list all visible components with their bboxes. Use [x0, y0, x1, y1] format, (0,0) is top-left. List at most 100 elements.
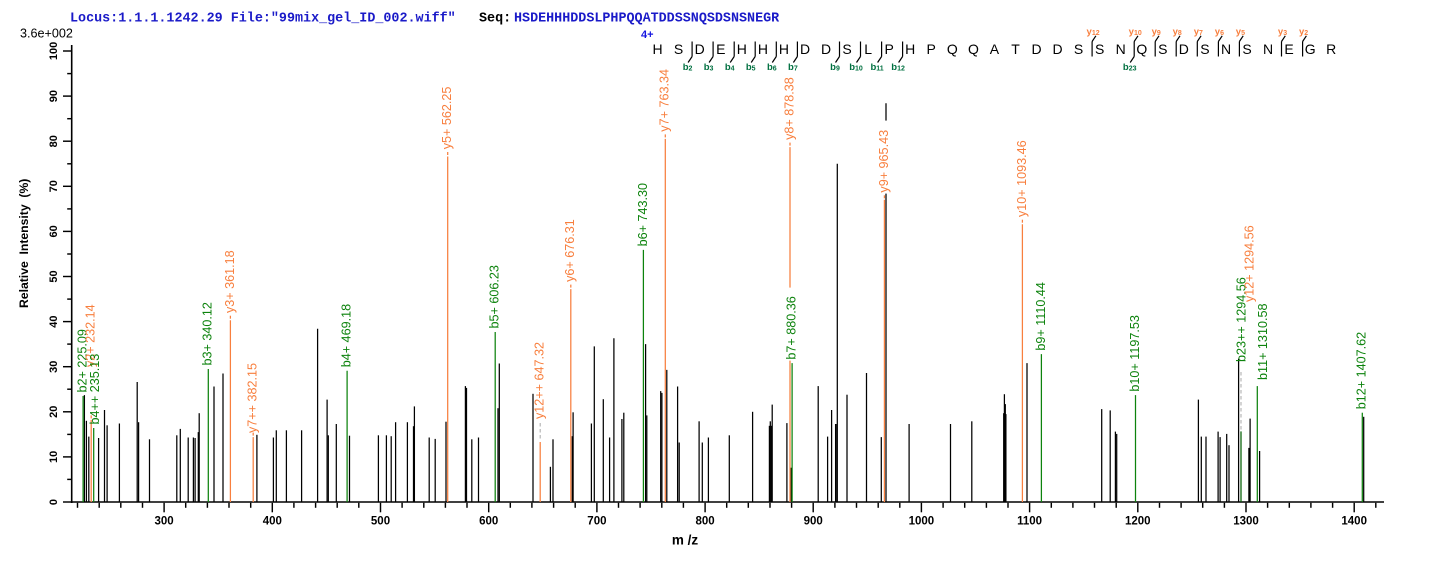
svg-text:H: H: [758, 41, 768, 57]
svg-text:b23: b23: [1123, 62, 1137, 73]
svg-text:400: 400: [263, 516, 282, 528]
svg-text:10: 10: [48, 451, 60, 463]
svg-text:y3: y3: [1278, 27, 1287, 38]
svg-text:N: N: [1221, 41, 1231, 57]
svg-text:b5+ 606.23: b5+ 606.23: [488, 265, 502, 328]
svg-text:H: H: [653, 41, 663, 57]
svg-text:Seq:: Seq:: [479, 12, 511, 27]
svg-text:H: H: [905, 41, 915, 57]
svg-text:Relative Intensity (%): Relative Intensity (%): [17, 179, 31, 308]
svg-text:b11+ 1310.58: b11+ 1310.58: [1256, 304, 1270, 380]
svg-text:y5: y5: [1236, 27, 1245, 38]
svg-text:y7++ 382.15: y7++ 382.15: [246, 363, 260, 433]
svg-text:b4++ 235.13: b4++ 235.13: [88, 354, 102, 425]
svg-text:y12++ 647.32: y12++ 647.32: [533, 342, 547, 419]
svg-text:S: S: [1095, 41, 1104, 57]
svg-text:y9: y9: [1152, 27, 1161, 38]
svg-text:D: D: [1031, 41, 1041, 57]
svg-text:b3: b3: [704, 62, 714, 73]
svg-text:b4+ 469.18: b4+ 469.18: [340, 304, 354, 367]
svg-text:90: 90: [48, 90, 60, 102]
svg-text:500: 500: [371, 516, 390, 528]
svg-text:H: H: [737, 41, 747, 57]
svg-text:Locus:1.1.1.1242.29 File:"99mi: Locus:1.1.1.1242.29 File:"99mix_gel_ID_0…: [70, 12, 456, 27]
svg-text:y9+ 965.43: y9+ 965.43: [877, 130, 891, 193]
svg-text:700: 700: [587, 516, 606, 528]
svg-text:S: S: [842, 41, 851, 57]
svg-text:b7+ 880.36: b7+ 880.36: [785, 296, 799, 359]
svg-text:y10+ 1093.46: y10+ 1093.46: [1015, 140, 1029, 217]
svg-text:b9+ 1110.44: b9+ 1110.44: [1034, 282, 1048, 351]
svg-text:S: S: [1074, 41, 1083, 57]
svg-text:T: T: [1011, 41, 1020, 57]
svg-text:3.6e+002: 3.6e+002: [20, 27, 73, 41]
svg-text:y7: y7: [1194, 27, 1203, 38]
svg-text:800: 800: [696, 516, 715, 528]
svg-text:D: D: [1052, 41, 1062, 57]
svg-text:y5+ 562.25: y5+ 562.25: [440, 87, 454, 150]
svg-text:b12+ 1407.62: b12+ 1407.62: [1355, 332, 1369, 409]
svg-text:N: N: [1116, 41, 1126, 57]
svg-text:S: S: [674, 41, 683, 57]
svg-text:40: 40: [48, 315, 60, 327]
svg-text:y6: y6: [1215, 27, 1224, 38]
svg-text:b12: b12: [891, 62, 905, 73]
svg-text:y3+ 361.18: y3+ 361.18: [223, 250, 237, 313]
svg-text:P: P: [927, 41, 936, 57]
svg-text:80: 80: [48, 135, 60, 147]
svg-text:70: 70: [48, 180, 60, 192]
svg-text:100: 100: [48, 42, 60, 60]
svg-text:S: S: [1242, 41, 1251, 57]
svg-text:1000: 1000: [909, 516, 935, 528]
svg-text:S: S: [1158, 41, 1167, 57]
svg-text:b10: b10: [849, 62, 863, 73]
svg-text:1300: 1300: [1233, 516, 1259, 528]
svg-text:D: D: [821, 41, 831, 57]
svg-text:1100: 1100: [1017, 516, 1042, 528]
svg-text:y2: y2: [1299, 27, 1308, 38]
svg-text:y8+ 878.38: y8+ 878.38: [782, 77, 796, 140]
svg-text:1200: 1200: [1125, 516, 1151, 528]
svg-text:b10+ 1197.53: b10+ 1197.53: [1128, 315, 1142, 391]
svg-text:600: 600: [479, 516, 498, 528]
svg-text:b6: b6: [767, 62, 777, 73]
svg-text:300: 300: [155, 516, 174, 528]
svg-text:b7: b7: [788, 62, 798, 73]
svg-text:E: E: [1284, 41, 1293, 57]
svg-text:R: R: [1326, 41, 1336, 57]
svg-text:y6+ 676.31: y6+ 676.31: [563, 219, 577, 282]
svg-text:30: 30: [48, 361, 60, 373]
svg-text:G: G: [1305, 41, 1316, 57]
svg-text:y10: y10: [1129, 27, 1142, 38]
svg-text:D: D: [695, 41, 705, 57]
svg-text:b2: b2: [683, 62, 693, 73]
svg-text:b2+ 225.09: b2+ 225.09: [76, 329, 90, 392]
svg-text:b23++ 1294.56: b23++ 1294.56: [1235, 277, 1249, 362]
svg-text:Q: Q: [968, 41, 979, 57]
svg-text:b4: b4: [725, 62, 735, 73]
svg-text:E: E: [716, 41, 725, 57]
svg-text:S: S: [1200, 41, 1209, 57]
svg-text:H: H: [779, 41, 789, 57]
svg-text:HSDEHHHDDSLPHPQQATDDSSNQSDSNSN: HSDEHHHDDSLPHPQQATDDSSNQSDSNSNEGR: [514, 12, 780, 27]
svg-text:y12+ 1294.56: y12+ 1294.56: [1242, 225, 1256, 302]
svg-text:b6+ 743.30: b6+ 743.30: [636, 183, 650, 246]
svg-text:y12: y12: [1087, 27, 1100, 38]
svg-text:b9: b9: [830, 62, 840, 73]
svg-text:20: 20: [48, 406, 60, 418]
svg-text:y8: y8: [1173, 27, 1182, 38]
svg-text:y2+ 232.14: y2+ 232.14: [84, 304, 98, 367]
svg-text:D: D: [1179, 41, 1189, 57]
svg-text:0: 0: [48, 499, 60, 505]
svg-text:L: L: [864, 41, 872, 57]
svg-text:y7+ 763.34: y7+ 763.34: [658, 69, 672, 132]
svg-text:b3+ 340.12: b3+ 340.12: [201, 302, 215, 365]
svg-text:1400: 1400: [1341, 516, 1367, 528]
svg-text:m /z: m /z: [672, 533, 699, 548]
svg-text:D: D: [800, 41, 810, 57]
svg-text:b5: b5: [746, 62, 756, 73]
svg-text:Q: Q: [947, 41, 958, 57]
svg-text:900: 900: [804, 516, 823, 528]
svg-text:4+: 4+: [641, 29, 654, 41]
svg-text:P: P: [885, 41, 894, 57]
